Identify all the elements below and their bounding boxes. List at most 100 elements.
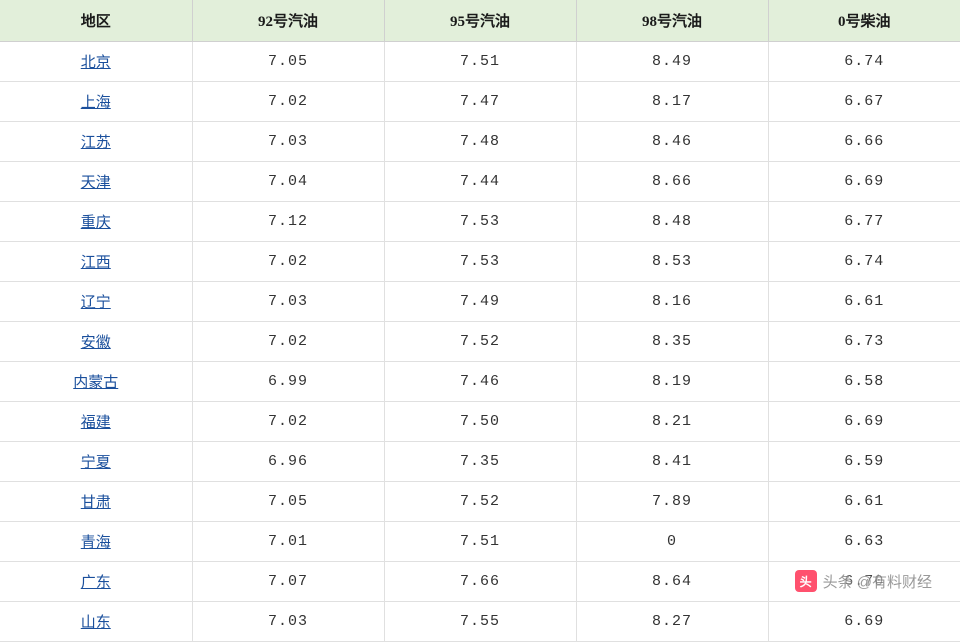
col-header-region: 地区 [0,0,192,42]
region-link[interactable]: 福建 [81,415,111,431]
table-row: 甘肃 7.057.527.896.61 [0,482,960,522]
price-cell-g95: 7.46 [384,362,576,402]
fuel-price-table: 地区 92号汽油 95号汽油 98号汽油 0号柴油 北京7.057.518.49… [0,0,960,642]
price-cell-g98: 7.89 [576,482,768,522]
region-link[interactable]: 宁夏 [81,455,111,471]
region-cell: 上海 [0,82,192,122]
price-cell-d0: 6.61 [768,482,960,522]
price-cell-g98: 8.46 [576,122,768,162]
col-header-g95: 95号汽油 [384,0,576,42]
region-cell: 天津 [0,162,192,202]
region-link[interactable]: 北京 [81,55,111,71]
table-row: 福建 7.027.508.216.69 [0,402,960,442]
price-cell-g95: 7.52 [384,322,576,362]
price-cell-g95: 7.51 [384,42,576,82]
price-cell-g95: 7.49 [384,282,576,322]
price-cell-g92: 7.05 [192,482,384,522]
price-cell-d0: 6.77 [768,202,960,242]
col-header-d0: 0号柴油 [768,0,960,42]
region-cell: 江苏 [0,122,192,162]
table-row: 江苏7.037.488.466.66 [0,122,960,162]
price-cell-g98: 8.41 [576,442,768,482]
price-cell-g98: 8.66 [576,162,768,202]
price-cell-g92: 6.96 [192,442,384,482]
price-cell-g92: 7.02 [192,402,384,442]
price-cell-g95: 7.52 [384,482,576,522]
region-link[interactable]: 江苏 [81,135,111,151]
price-cell-d0: 6.69 [768,602,960,642]
price-cell-g98: 8.16 [576,282,768,322]
price-cell-g92: 7.02 [192,82,384,122]
price-cell-g95: 7.66 [384,562,576,602]
price-cell-g98: 8.64 [576,562,768,602]
price-cell-g92: 7.01 [192,522,384,562]
region-link[interactable]: 山东 [81,615,111,631]
price-cell-g98: 8.21 [576,402,768,442]
region-cell: 甘肃 [0,482,192,522]
table-row: 安徽 7.027.528.356.73 [0,322,960,362]
price-cell-g95: 7.50 [384,402,576,442]
region-link[interactable]: 天津 [81,175,111,191]
region-cell: 福建 [0,402,192,442]
region-cell: 重庆 [0,202,192,242]
price-cell-g98: 8.27 [576,602,768,642]
price-cell-g92: 7.03 [192,122,384,162]
watermark-logo-text: 头 [800,573,812,590]
region-link[interactable]: 重庆 [81,215,111,231]
region-cell: 内蒙古 [0,362,192,402]
region-cell: 广东 [0,562,192,602]
watermark-logo-icon: 头 [795,570,817,592]
watermark: 头 头条 @有料财经 [795,570,932,592]
price-cell-g95: 7.51 [384,522,576,562]
col-header-g92: 92号汽油 [192,0,384,42]
region-cell: 青海 [0,522,192,562]
region-link[interactable]: 辽宁 [81,295,111,311]
price-cell-d0: 6.58 [768,362,960,402]
region-link[interactable]: 上海 [81,95,111,111]
price-cell-g95: 7.55 [384,602,576,642]
region-cell: 江西 [0,242,192,282]
region-link[interactable]: 安徽 [81,335,111,351]
price-cell-g92: 7.02 [192,322,384,362]
region-link[interactable]: 江西 [81,255,111,271]
table-row: 青海7.017.5106.63 [0,522,960,562]
table-row: 辽宁 7.037.498.166.61 [0,282,960,322]
price-cell-g92: 7.12 [192,202,384,242]
table-row: 江西7.027.538.536.74 [0,242,960,282]
price-cell-g92: 7.03 [192,282,384,322]
price-cell-g95: 7.53 [384,202,576,242]
price-cell-g95: 7.35 [384,442,576,482]
region-cell: 宁夏 [0,442,192,482]
region-cell: 辽宁 [0,282,192,322]
price-cell-d0: 6.74 [768,242,960,282]
price-cell-d0: 6.63 [768,522,960,562]
price-cell-g98: 8.35 [576,322,768,362]
region-link[interactable]: 内蒙古 [73,375,118,391]
price-cell-d0: 6.73 [768,322,960,362]
price-cell-d0: 6.69 [768,402,960,442]
table-row: 重庆 7.127.538.486.77 [0,202,960,242]
region-cell: 安徽 [0,322,192,362]
price-cell-d0: 6.69 [768,162,960,202]
price-cell-g95: 7.53 [384,242,576,282]
price-cell-g92: 7.04 [192,162,384,202]
price-cell-g95: 7.44 [384,162,576,202]
table-row: 上海7.027.478.176.67 [0,82,960,122]
price-cell-g98: 8.48 [576,202,768,242]
price-cell-g98: 8.49 [576,42,768,82]
price-cell-g92: 7.07 [192,562,384,602]
region-link[interactable]: 广东 [81,575,111,591]
price-cell-d0: 6.74 [768,42,960,82]
table-row: 天津 7.047.448.666.69 [0,162,960,202]
table-body: 北京7.057.518.496.74上海7.027.478.176.67江苏7.… [0,42,960,642]
price-cell-g95: 7.48 [384,122,576,162]
col-header-g98: 98号汽油 [576,0,768,42]
price-cell-d0: 6.59 [768,442,960,482]
price-cell-g92: 7.05 [192,42,384,82]
watermark-text: 头条 @有料财经 [823,571,932,592]
price-cell-g92: 7.02 [192,242,384,282]
price-cell-d0: 6.61 [768,282,960,322]
region-link[interactable]: 甘肃 [81,495,111,511]
table-row: 北京 7.057.518.496.74 [0,42,960,82]
region-link[interactable]: 青海 [81,535,111,551]
